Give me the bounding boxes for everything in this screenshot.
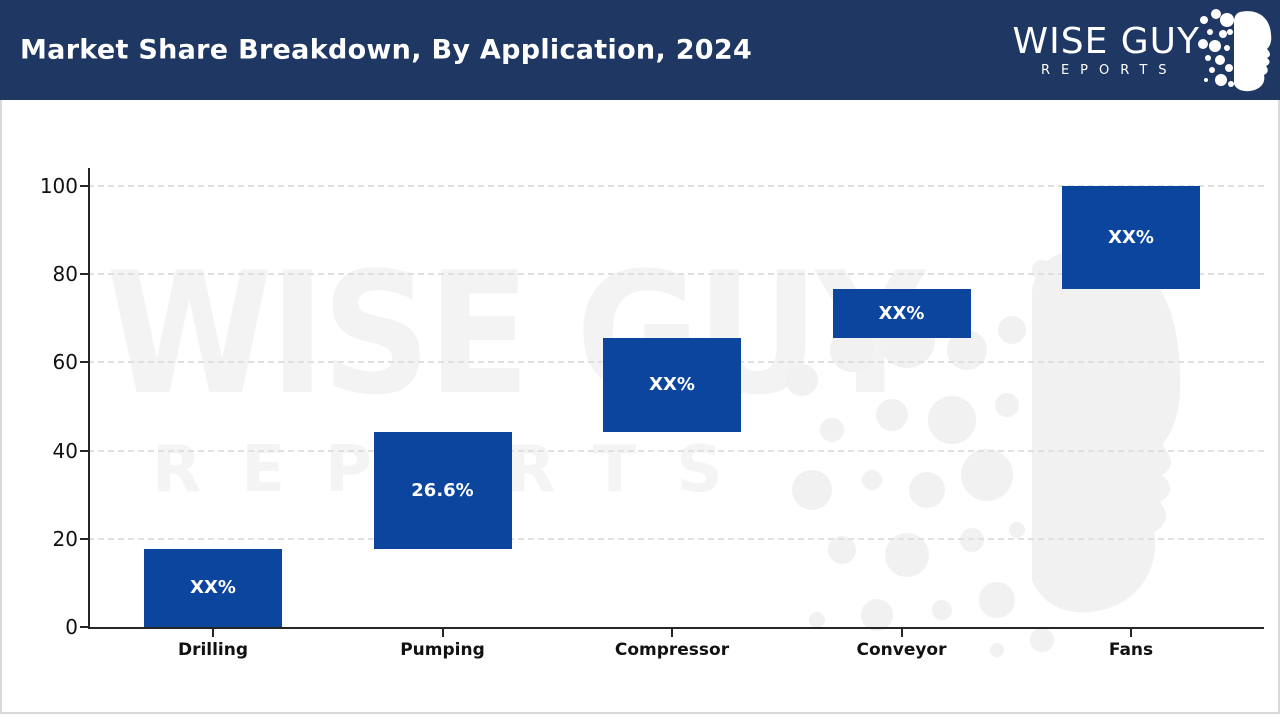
bar-value-label: XX% xyxy=(190,577,236,599)
category-label-pumping: Pumping xyxy=(400,640,485,660)
y-tick-label-100: 100 xyxy=(39,174,78,198)
grid-line-20 xyxy=(88,537,1264,540)
grid-line-40 xyxy=(88,449,1264,452)
y-axis-tick-80 xyxy=(80,273,88,276)
watermark-face-icon xyxy=(786,248,1181,657)
category-label-fans: Fans xyxy=(1108,640,1154,660)
y-tick-label-0: 0 xyxy=(65,615,78,639)
x-axis-tick-conveyor xyxy=(900,629,903,637)
y-axis-tick-20 xyxy=(80,537,88,540)
face-profile-icon xyxy=(1198,9,1272,92)
y-tick-label-40: 40 xyxy=(52,438,78,463)
logo-wordmark: WISE GUY xyxy=(1012,20,1200,62)
y-tick-label-20: 20 xyxy=(52,526,78,551)
x-axis-tick-compressor xyxy=(671,629,673,637)
page-title: Market Share Breakdown, By Application, … xyxy=(20,34,753,66)
bar-drilling: XX% xyxy=(144,548,282,627)
y-axis-tick-100 xyxy=(80,185,88,187)
bar-pumping: 26.6% xyxy=(373,431,512,549)
logo-subtitle: REPORTS xyxy=(1040,62,1178,78)
bar-compressor: XX% xyxy=(603,338,741,432)
y-axis-tick-0 xyxy=(80,626,88,628)
watermark-wordmark: WISE GUY xyxy=(106,236,925,432)
x-axis-tick-pumping xyxy=(441,629,444,637)
y-tick-label-60: 60 xyxy=(52,350,78,375)
grid-line-80 xyxy=(88,273,1264,276)
grid-line-100 xyxy=(88,185,1264,187)
category-label-compressor: Compressor xyxy=(614,640,730,660)
logo-text: WISE GUY REPORTS xyxy=(1012,20,1201,78)
wise-guy-logo: WISE GUY REPORTS xyxy=(1013,6,1275,94)
y-tick-label-80: 80 xyxy=(52,262,78,287)
header-bar: Market Share Breakdown, By Application, … xyxy=(0,0,1280,100)
chart-area: WISE GUY REPORTS 020406080100XX%Drilling… xyxy=(0,100,1280,714)
bar-value-label: XX% xyxy=(649,374,695,396)
bar-conveyor: XX% xyxy=(832,289,971,339)
x-axis-tick-drilling xyxy=(212,629,214,637)
bar-value-label: XX% xyxy=(1108,227,1154,249)
y-axis-tick-40 xyxy=(80,449,88,452)
y-axis-line xyxy=(88,168,90,629)
y-axis-tick-60 xyxy=(80,361,88,364)
bar-fans: XX% xyxy=(1062,186,1200,290)
category-label-drilling: Drilling xyxy=(177,640,249,660)
x-axis-tick-fans xyxy=(1130,629,1132,637)
bar-value-label: XX% xyxy=(878,303,925,325)
category-label-conveyor: Conveyor xyxy=(856,640,947,660)
bar-value-label: 26.6% xyxy=(411,479,474,501)
x-axis-line xyxy=(88,627,1264,629)
